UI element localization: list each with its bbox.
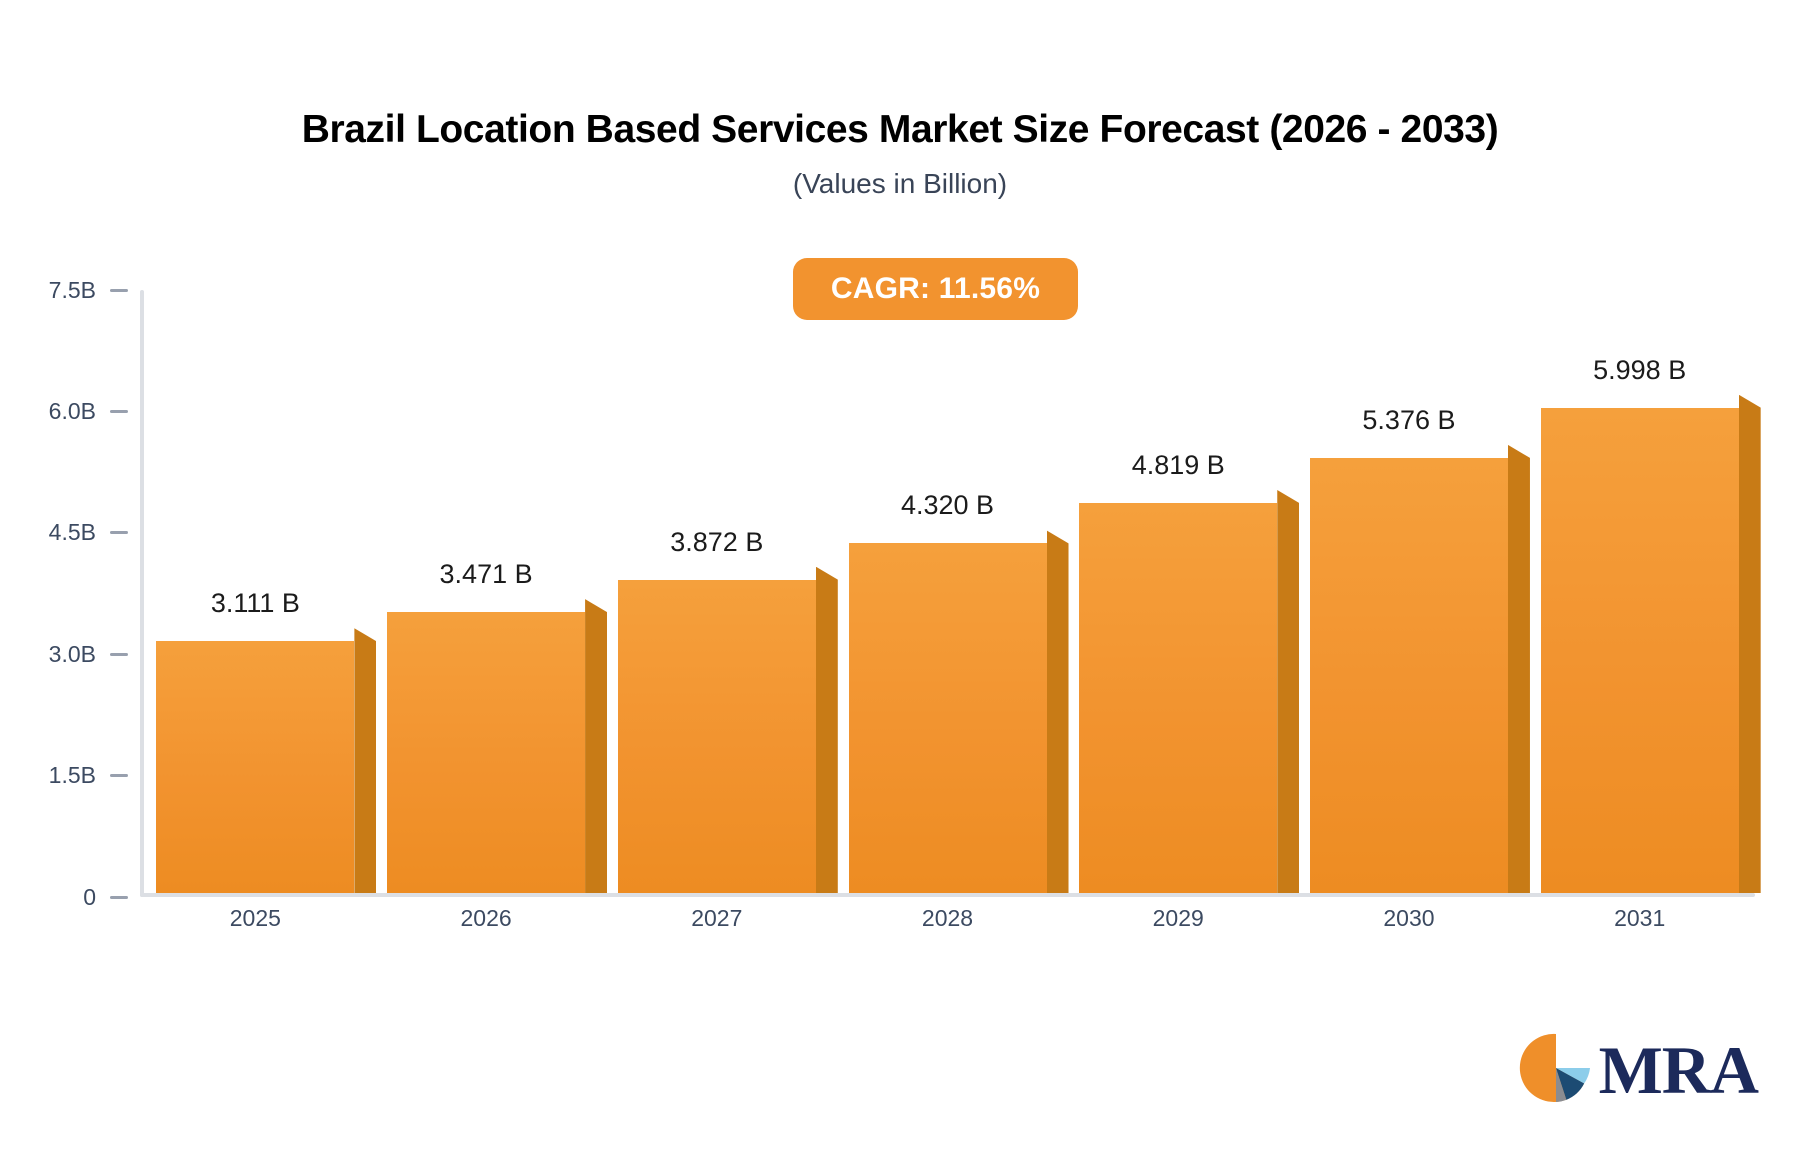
x-axis-tick-label: 2025 [229, 905, 281, 931]
bar[interactable]: 5.998 B [1540, 355, 1761, 893]
y-axis-tick-mark [110, 531, 128, 535]
bar-cell: 3.471 B [371, 290, 608, 893]
bar-group: 3.111 B 3.471 B 3.872 B 4.320 B 4.819 B 5.376… [140, 290, 1761, 893]
x-axis-tick-label: 2031 [1614, 905, 1666, 931]
y-axis-tick-label: 0 [83, 883, 96, 910]
bar-cell: 4.320 B [832, 290, 1069, 893]
x-axis-tick-label: 2029 [1152, 905, 1204, 931]
y-axis-tick-label: 3.0B [48, 640, 96, 667]
bar[interactable]: 4.819 B [1079, 450, 1300, 893]
y-axis-tick-label: 7.5B [48, 276, 96, 303]
y-axis-tick-mark [110, 895, 128, 899]
bar-value-label: 5.376 B [1362, 404, 1456, 435]
bar-cell: 5.998 B [1524, 290, 1761, 893]
y-axis-tick: 1.5B [10, 762, 140, 788]
bar-side-shadow [1507, 444, 1530, 893]
bar-value-label: 3.872 B [670, 526, 764, 557]
pie-chart-icon [1519, 1031, 1593, 1110]
bar-side-shadow [815, 566, 838, 893]
bar-face [156, 641, 355, 893]
bar-side-shadow [585, 599, 608, 893]
x-axis-tick-label: 2030 [1383, 905, 1435, 931]
mra-logo: MRA [1519, 1031, 1759, 1110]
bar-face [1309, 457, 1508, 893]
bar-cell: 4.819 B [1063, 290, 1300, 893]
bar[interactable]: 5.376 B [1309, 405, 1530, 893]
y-axis-tick-mark [110, 409, 128, 413]
y-axis-tick-mark [110, 652, 128, 656]
x-axis-tick-label: 2026 [460, 905, 512, 931]
bar-value-label: 3.111 B [210, 588, 300, 619]
page-title: Brazil Location Based Services Market Si… [301, 108, 1499, 151]
bar[interactable]: 3.471 B [387, 559, 608, 893]
logo-text: MRA [1598, 1032, 1759, 1109]
x-axis-tick-label: 2027 [691, 905, 743, 931]
bar-face [387, 612, 586, 893]
y-axis-tick-mark [110, 774, 128, 778]
bar-cell: 5.376 B [1294, 290, 1530, 893]
y-axis-tick-mark [110, 288, 128, 292]
bar-side-shadow [1046, 530, 1069, 893]
bar-face [1079, 502, 1278, 893]
bar-face [1540, 407, 1739, 893]
bar[interactable]: 3.872 B [617, 527, 838, 893]
x-axis-line [140, 893, 1755, 897]
bar-face [617, 579, 816, 893]
bar-value-label: 4.320 B [900, 490, 995, 521]
y-axis-tick: 6.0B [10, 398, 140, 424]
y-axis-tick-label: 6.0B [48, 397, 96, 424]
x-axis-labels: 2025 2026 2027 2028 2029 2030 2031 [140, 905, 1755, 932]
y-axis-tick: 7.5B [10, 277, 140, 303]
bar-side-shadow [354, 628, 377, 893]
bar-cell: 3.111 B [140, 290, 377, 893]
y-axis-tick: 3.0B [10, 641, 140, 667]
y-axis-line [140, 290, 144, 897]
bar-cell: 3.872 B [601, 290, 838, 893]
bar-face [848, 543, 1047, 893]
bar[interactable]: 3.111 B [156, 588, 377, 893]
chart-subtitle: (Values in Billion) [792, 168, 1008, 199]
bar-side-shadow [1277, 489, 1300, 893]
y-axis-tick-label: 1.5B [48, 762, 96, 789]
cagr-badge-label: CAGR: 11.56% [830, 272, 1041, 305]
bar-side-shadow [1738, 394, 1761, 893]
bar-value-label: 4.819 B [1131, 449, 1225, 480]
y-axis-tick: 4.5B [10, 519, 140, 545]
cagr-badge: CAGR: 11.56% [793, 258, 1078, 320]
bar[interactable]: 4.320 B [848, 490, 1069, 893]
x-axis-tick-label: 2028 [921, 905, 974, 931]
y-axis-tick: 0 [10, 884, 140, 910]
bar-value-label: 3.471 B [439, 559, 533, 590]
y-axis-tick-label: 4.5B [48, 519, 96, 546]
bar-value-label: 5.998 B [1593, 354, 1687, 385]
plot-area: 7.5B 6.0B 4.5B 3.0B 1.5B 0 3.111 B 3.471 B 3.87… [49, 277, 1761, 910]
